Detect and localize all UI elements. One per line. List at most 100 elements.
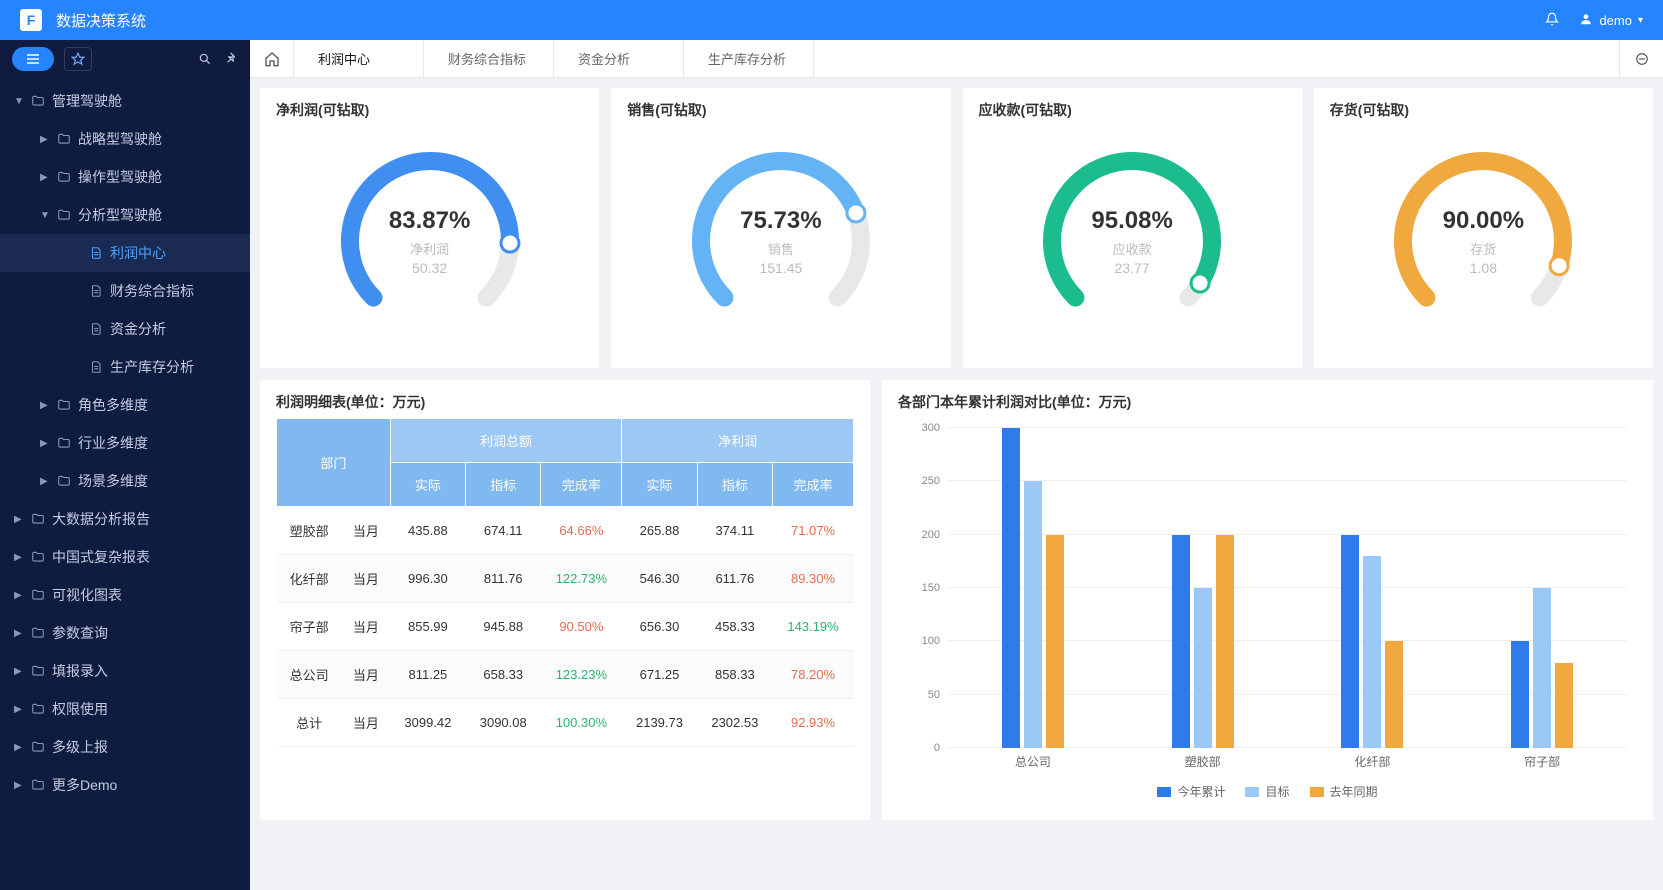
gauge-label: 销售	[768, 239, 794, 258]
bar	[1024, 481, 1042, 748]
tree-item-6[interactable]: 资金分析	[0, 310, 250, 348]
cell-a-actual: 855.99	[390, 603, 465, 651]
tab-2[interactable]: 资金分析	[554, 40, 684, 77]
tree-item-11[interactable]: ▶大数据分析报告	[0, 500, 250, 538]
gauge-card-2[interactable]: 应收款(可钻取)95.08%应收款23.77	[963, 88, 1302, 368]
cell-a-actual: 435.88	[390, 507, 465, 555]
tree-label: 场景多维度	[78, 471, 148, 491]
top-bar: F 数据决策系统 demo ▾	[0, 0, 1663, 40]
bar-chart: 050100150200250300 总公司塑胶部化纤部帘子部 今年累计目标去年…	[898, 418, 1637, 808]
bell-icon[interactable]	[1545, 12, 1559, 29]
bar	[1002, 428, 1020, 748]
gauge-label: 存货	[1470, 239, 1496, 258]
tree-caret-icon: ▼	[14, 96, 24, 107]
legend-label: 去年同期	[1330, 783, 1378, 800]
y-tick: 150	[922, 582, 940, 594]
tree-item-7[interactable]: 生产库存分析	[0, 348, 250, 386]
bar-group-0	[948, 428, 1118, 748]
gauge-label: 应收款	[1113, 239, 1152, 258]
tree-caret-icon: ▼	[40, 210, 50, 221]
detail-table: 部门 利润总额 净利润 实际指标完成率实际指标完成率 塑胶部当月435.8867…	[276, 418, 854, 747]
tree-item-15[interactable]: ▶ 填报录入	[0, 652, 250, 690]
tree-item-8[interactable]: ▶角色多维度	[0, 386, 250, 424]
gauge-value: 1.08	[1470, 260, 1497, 276]
tree-label: 可视化图表	[52, 585, 122, 605]
tree-label: 填报录入	[52, 661, 108, 681]
cell-b-rate: 92.93%	[773, 699, 854, 747]
cell-a-rate: 123.23%	[541, 651, 622, 699]
tree-item-13[interactable]: ▶可视化图表	[0, 576, 250, 614]
pin-icon[interactable]	[224, 52, 238, 66]
gauge-0: 83.87%净利润50.32	[325, 136, 535, 346]
folder-icon	[56, 170, 72, 184]
tree-caret-icon: ▶	[14, 704, 24, 715]
cell-a-actual: 996.30	[390, 555, 465, 603]
tree-item-0[interactable]: ▼ 管理驾驶舱	[0, 82, 250, 120]
tree-caret-icon: ▶	[14, 666, 24, 677]
tree-item-3[interactable]: ▼分析型驾驶舱	[0, 196, 250, 234]
folder-icon	[30, 702, 46, 716]
x-label: 塑胶部	[1118, 753, 1288, 770]
bar	[1216, 535, 1234, 748]
cell-b-rate: 78.20%	[773, 651, 854, 699]
y-tick: 250	[922, 475, 940, 487]
tree-item-18[interactable]: ▶更多Demo	[0, 766, 250, 804]
tree-item-2[interactable]: ▶操作型驾驶舱	[0, 158, 250, 196]
search-icon[interactable]	[198, 52, 212, 66]
tree-item-4[interactable]: 利润中心	[0, 234, 250, 272]
table-row: 帘子部当月855.99945.8890.50%656.30458.33143.1…	[277, 603, 854, 651]
tree-label: 行业多维度	[78, 433, 148, 453]
tab-0[interactable]: 利润中心	[294, 40, 424, 77]
tree-item-9[interactable]: ▶行业多维度	[0, 424, 250, 462]
tree-item-5[interactable]: 财务综合指标	[0, 272, 250, 310]
tree-item-1[interactable]: ▶战略型驾驶舱	[0, 120, 250, 158]
app-logo: F	[20, 9, 42, 31]
tree-item-17[interactable]: ▶多级上报	[0, 728, 250, 766]
legend-swatch	[1310, 787, 1324, 797]
bar-chart-title: 各部门本年累计利润对比(单位：万元)	[898, 392, 1637, 412]
th-col-0: 实际	[390, 463, 465, 507]
legend-item[interactable]: 目标	[1245, 783, 1289, 800]
tab-overflow[interactable]	[1619, 40, 1663, 77]
tree-caret-icon: ▶	[14, 742, 24, 753]
cell-period: 当月	[342, 651, 391, 699]
cell-b-target: 374.11	[697, 507, 772, 555]
user-menu[interactable]: demo ▾	[1579, 12, 1643, 29]
gauge-percent: 90.00%	[1443, 207, 1524, 235]
folder-icon	[56, 474, 72, 488]
sidebar-favorites[interactable]	[64, 47, 92, 71]
cell-period: 当月	[342, 603, 391, 651]
gauge-card-3[interactable]: 存货(可钻取)90.00%存货1.08	[1314, 88, 1653, 368]
legend-item[interactable]: 今年累计	[1157, 783, 1225, 800]
tab-3[interactable]: 生产库存分析	[684, 40, 814, 77]
gauge-value: 50.32	[412, 260, 447, 276]
tree-item-12[interactable]: ▶中国式复杂报表	[0, 538, 250, 576]
tree-label: 大数据分析报告	[52, 509, 150, 529]
tab-1[interactable]: 财务综合指标	[424, 40, 554, 77]
cell-b-target: 611.76	[697, 555, 772, 603]
cell-a-target: 3090.08	[466, 699, 541, 747]
x-label: 帘子部	[1457, 753, 1627, 770]
tree-item-10[interactable]: ▶场景多维度	[0, 462, 250, 500]
cell-dept: 帘子部	[277, 603, 342, 651]
legend-item[interactable]: 去年同期	[1310, 783, 1378, 800]
cell-b-target: 858.33	[697, 651, 772, 699]
cell-period: 当月	[342, 507, 391, 555]
home-tab[interactable]	[250, 40, 294, 77]
cell-a-target: 945.88	[466, 603, 541, 651]
tree-item-14[interactable]: ▶参数查询	[0, 614, 250, 652]
gauge-value: 23.77	[1115, 260, 1150, 276]
tree-item-16[interactable]: ▶权限使用	[0, 690, 250, 728]
x-label: 化纤部	[1288, 753, 1458, 770]
cell-dept: 塑胶部	[277, 507, 342, 555]
gauge-card-1[interactable]: 销售(可钻取)75.73%销售151.45	[611, 88, 950, 368]
tree-label: 管理驾驶舱	[52, 91, 122, 111]
folder-icon	[30, 550, 46, 564]
cell-period: 当月	[342, 699, 391, 747]
cell-a-rate: 90.50%	[541, 603, 622, 651]
gauge-card-0[interactable]: 净利润(可钻取)83.87%净利润50.32	[260, 88, 599, 368]
legend-label: 目标	[1265, 783, 1289, 800]
sidebar-list-toggle[interactable]	[12, 47, 54, 71]
cell-period: 当月	[342, 555, 391, 603]
bar	[1341, 535, 1359, 748]
